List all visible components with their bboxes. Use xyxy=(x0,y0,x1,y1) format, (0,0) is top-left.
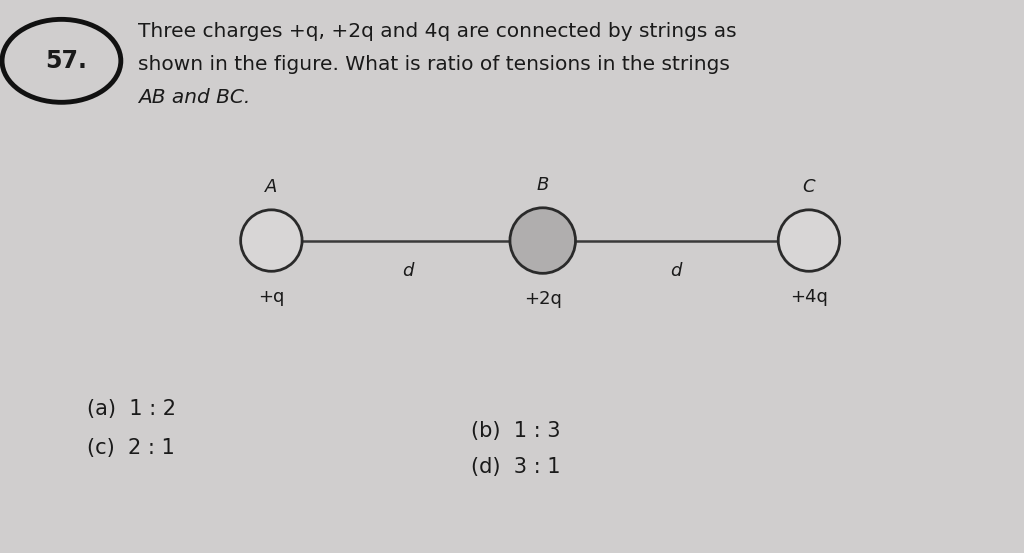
Text: +q: +q xyxy=(258,288,285,306)
Text: d: d xyxy=(670,262,682,280)
Text: Three charges +q, +2q and 4q are connected by strings as: Three charges +q, +2q and 4q are connect… xyxy=(138,22,737,41)
Ellipse shape xyxy=(510,208,575,273)
Text: (d)  3 : 1: (d) 3 : 1 xyxy=(471,457,560,477)
Text: (b)  1 : 3: (b) 1 : 3 xyxy=(471,421,560,441)
Text: 57.: 57. xyxy=(46,49,87,73)
Text: C: C xyxy=(803,178,815,196)
Text: (c)  2 : 1: (c) 2 : 1 xyxy=(87,438,175,458)
Text: d: d xyxy=(401,262,414,280)
Text: AB and BC.: AB and BC. xyxy=(138,88,251,107)
Text: +4q: +4q xyxy=(791,288,827,306)
Text: shown in the figure. What is ratio of tensions in the strings: shown in the figure. What is ratio of te… xyxy=(138,55,730,74)
Ellipse shape xyxy=(778,210,840,272)
Ellipse shape xyxy=(241,210,302,272)
Text: +2q: +2q xyxy=(524,290,561,308)
Text: A: A xyxy=(265,178,278,196)
Text: B: B xyxy=(537,176,549,194)
Text: (a)  1 : 2: (a) 1 : 2 xyxy=(87,399,176,419)
